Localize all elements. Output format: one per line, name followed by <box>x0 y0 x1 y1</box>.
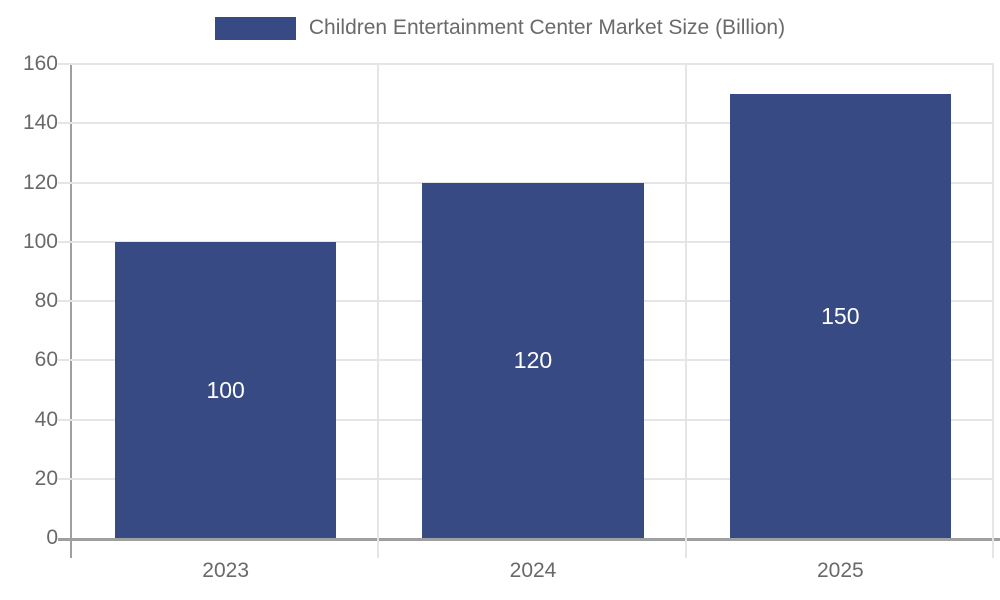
y-tick-label: 160 <box>22 52 58 75</box>
gridline-vertical <box>684 64 687 538</box>
gridline-horizontal <box>72 63 994 65</box>
y-tick-mark <box>58 477 72 480</box>
gridline-vertical <box>377 64 380 538</box>
y-tick-mark <box>58 418 72 421</box>
legend-swatch <box>214 16 296 40</box>
bar-value-label: 100 <box>206 376 245 403</box>
bar-value-label: 120 <box>513 347 553 374</box>
y-tick-label: 20 <box>34 466 58 490</box>
y-tick-label: 100 <box>22 229 58 253</box>
y-tick-label: 40 <box>34 407 58 431</box>
gridline-vertical <box>992 64 994 538</box>
y-tick-label: 80 <box>34 289 58 312</box>
y-axis-line <box>70 64 72 558</box>
y-tick-mark <box>58 300 72 302</box>
x-tick-mark <box>684 538 687 558</box>
y-tick-label: 120 <box>22 170 58 194</box>
bar-2025 <box>729 93 951 538</box>
x-tick-label: 2023 <box>202 559 250 582</box>
gridline-horizontal <box>72 122 994 125</box>
y-tick-mark <box>58 359 72 362</box>
x-tick-label: 2024 <box>509 559 557 582</box>
bar-2024 <box>422 182 644 538</box>
y-tick-label: 0 <box>46 526 58 549</box>
chart-legend: Children Entertainment Center Market Siz… <box>0 16 1000 40</box>
x-tick-mark <box>992 538 994 558</box>
x-axis-line <box>58 538 1000 541</box>
y-tick-mark <box>58 181 72 184</box>
x-tick-mark <box>377 538 380 558</box>
bar-value-label: 150 <box>821 302 860 329</box>
bar-2023 <box>115 241 337 538</box>
y-tick-mark <box>58 122 72 125</box>
x-tick-label: 2025 <box>816 559 864 582</box>
y-tick-label: 60 <box>34 348 58 372</box>
plot-area: 100 120 150 <box>58 63 1000 558</box>
y-tick-mark <box>58 240 72 243</box>
legend-label: Children Entertainment Center Market Siz… <box>308 16 786 39</box>
y-tick-label: 140 <box>22 111 58 135</box>
y-tick-mark <box>58 63 72 65</box>
